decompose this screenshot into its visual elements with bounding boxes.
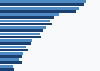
Bar xyxy=(0,16,54,19)
Bar xyxy=(0,46,26,48)
Bar xyxy=(0,10,76,12)
Bar xyxy=(0,36,42,38)
Bar xyxy=(0,0,86,3)
Bar xyxy=(0,7,80,10)
Bar xyxy=(0,33,40,35)
Bar xyxy=(0,42,31,45)
Bar xyxy=(0,61,22,64)
Bar xyxy=(0,26,46,29)
Bar xyxy=(0,3,84,6)
Bar xyxy=(0,55,22,58)
Bar xyxy=(0,49,28,51)
Bar xyxy=(0,39,32,42)
Bar xyxy=(0,13,59,16)
Bar xyxy=(0,29,43,32)
Bar xyxy=(0,68,14,71)
Bar xyxy=(0,65,13,68)
Bar xyxy=(0,52,23,55)
Bar xyxy=(0,20,50,22)
Bar xyxy=(0,23,52,25)
Bar xyxy=(0,59,19,61)
